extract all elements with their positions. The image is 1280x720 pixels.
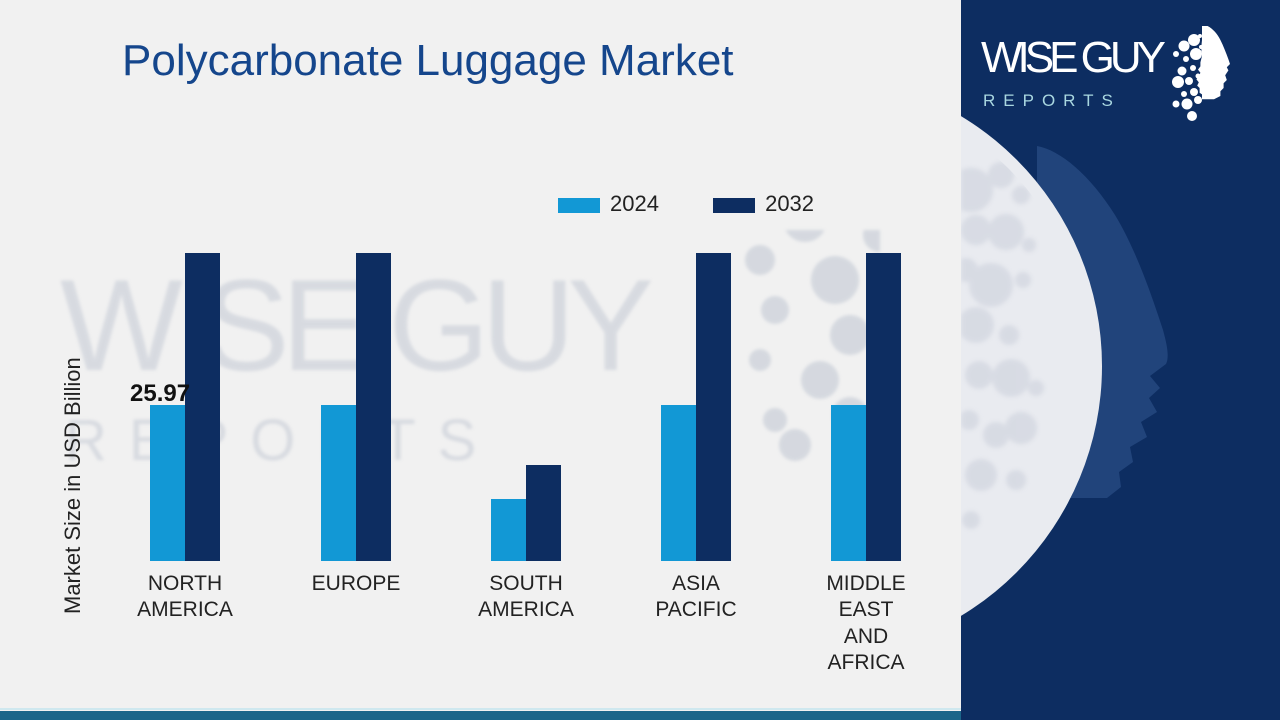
svg-text:WISE GUY: WISE GUY xyxy=(981,33,1166,82)
svg-text:REPORTS: REPORTS xyxy=(983,91,1121,110)
